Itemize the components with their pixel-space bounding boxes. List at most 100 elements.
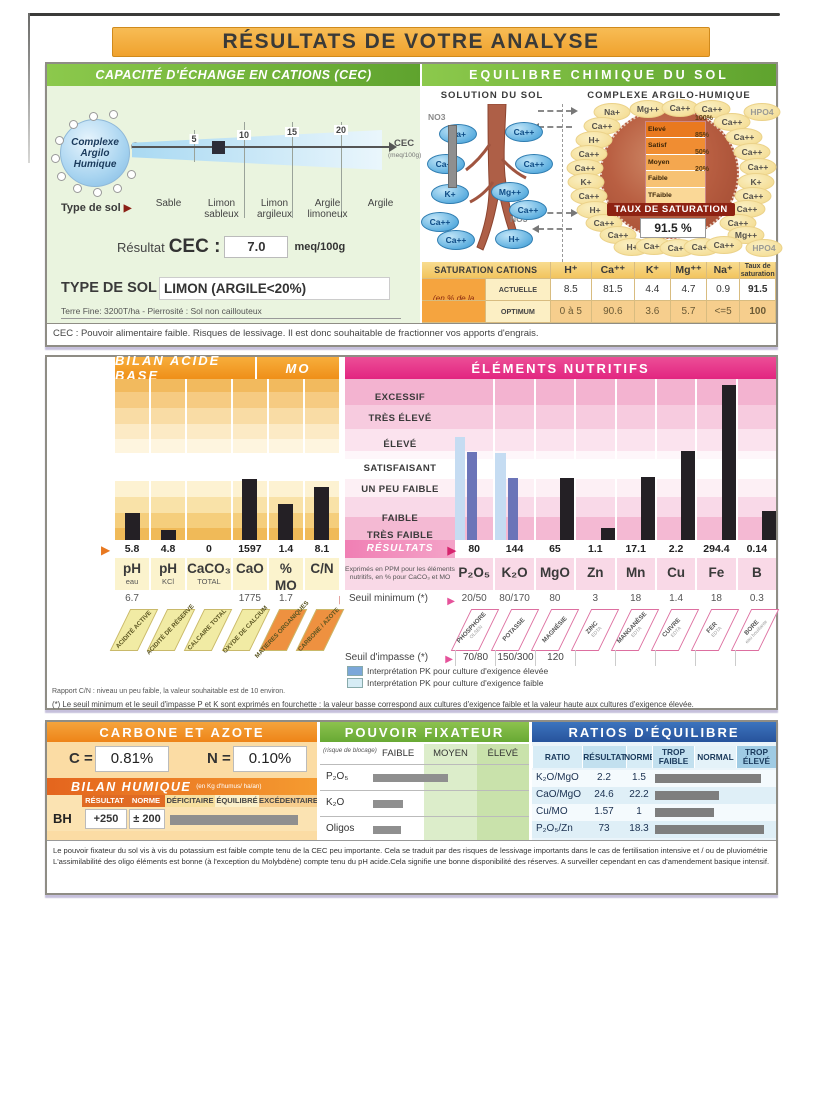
impasse-value: 150/300 (495, 650, 535, 666)
col-k: K⁺ (634, 262, 672, 279)
bh-label: BH (53, 811, 72, 826)
cec-result-value: 7.0 (224, 236, 289, 258)
col-taux: Taux de saturation (740, 262, 776, 279)
tag-label: CARBONE / AZOTE (297, 606, 342, 653)
acid-chart-cell (151, 379, 186, 540)
seuil-impasse-label-cell: Seuil d'impasse (*) ▶ (345, 650, 455, 666)
diagonal-tag: PHOSPHORE OLSEN (450, 608, 500, 652)
nutrient-seuil-value: 18 (616, 590, 655, 608)
cec-result-row: Résultat CEC : 7.0 meq/100g (117, 236, 345, 258)
ratios-row: CaO/MgO 24.6 22.2 (532, 787, 776, 804)
level-label: TRÈS ÉLEVÉ (368, 413, 432, 424)
nutrient-label: Mn (625, 565, 646, 580)
saturation-cations-table: SATURATION CATIONS H⁺ Ca⁺⁺ K⁺ Mg⁺⁺ Na⁺ T… (422, 262, 776, 323)
gauge-percent: 50% (695, 149, 710, 156)
tag-label: CALCAIRE TOTAL (186, 607, 229, 652)
nutrient-bar (721, 385, 736, 540)
cec-tick-label: 10 (236, 130, 252, 140)
legend-swatch-icon (347, 678, 363, 688)
n-label: N = (207, 750, 231, 767)
col-ca: Ca⁺⁺ (592, 262, 635, 279)
soil-type-item: Limon sableux (195, 198, 248, 220)
acid-chart-cell (268, 379, 303, 540)
cah-dot (127, 170, 136, 179)
acid-value: 4.8 (151, 540, 186, 558)
nutrient-value: 2.2 (656, 540, 696, 558)
bh-col-label: DÉFICITAIRE (165, 795, 215, 807)
seuil-impasse-label: Seuil d'impasse (*) (345, 652, 429, 663)
carbone-azote-body: C = 0.81% N = 0.10% BILAN HUMIQUE (en Kg… (47, 742, 317, 840)
acid-seuil-value (304, 590, 339, 608)
complex-ion: HPO4 (745, 239, 783, 257)
nutrient-column: 65 MgO 80 (533, 379, 575, 608)
acid-bar (160, 530, 176, 540)
acid-seuil-value: 1775 (232, 590, 267, 608)
ratios-col-label: RATIO (532, 746, 582, 768)
bilan-acide-base-header: BILAN ACIDE BASE (115, 353, 255, 383)
legend-item: Interprétation PK pour culture d'exigenc… (347, 678, 548, 688)
type-sol-title: TYPE DE SOL : (61, 280, 166, 296)
nutrient-value: 0.14 (737, 540, 776, 558)
ratio-norme: 18.3 (629, 823, 649, 834)
page-title: RÉSULTATS DE VOTRE ANALYSE (222, 30, 600, 53)
diagonal-tag: CARBONE / AZOTE (296, 606, 345, 653)
scan-edge-left (28, 13, 30, 163)
soil-type-line1: Argile (367, 198, 394, 209)
cec-gridline-15 (292, 122, 293, 218)
nutrient-seuil-value: 80/170 (495, 590, 534, 608)
nutrient-column: 294.4 Fe 18 (695, 379, 736, 608)
tag-label: BORE eau bouillante (743, 618, 769, 645)
impasse-value (655, 650, 695, 666)
complexe-argilo-humique-title: COMPLEXE ARGILO-HUMIQUE (587, 89, 751, 101)
scan-edge-top (28, 13, 780, 16)
nutrient-label: Fe (708, 565, 725, 580)
rapport-cn-note: Rapport C/N : niveau un peu faible, la v… (52, 688, 286, 695)
pouvoir-fixateur-body: (risque de blocage) FAIBLE MOYEN ÉLEVÉ P… (320, 742, 529, 840)
diagonal-tag: MAGNÉSIE (530, 608, 580, 652)
soil-type-line2: limoneux (307, 209, 348, 220)
cah-dot (69, 120, 78, 129)
cec-gridline-10 (244, 122, 245, 218)
nutrient-columns: 80 P₂O₅ 20/50 144 K₂O 80/170 (455, 379, 776, 608)
level-label: UN PEU FAIBLE (361, 484, 439, 495)
taux-saturation-band: TAUX DE SATURATION (607, 203, 735, 216)
bilan-humique-cols: RÉSULTAT NORME DÉFICITAIRE ÉQUILIBRÉ EXCÉDEN… (47, 795, 317, 807)
acid-label: CaO (235, 561, 264, 576)
tag-label: ACIDITÉ ACTIVE (113, 609, 153, 650)
ratio-norme: 22.2 (629, 789, 649, 800)
bh-col-label: ÉQUILIBRÉ (215, 795, 259, 807)
nutrient-label: B (751, 565, 762, 580)
complex-ion: Ca++ (661, 99, 699, 117)
ratios-body: RATIO RÉSULTAT NORME TROP FAIBLE NORMAL TROP … (532, 742, 776, 840)
resultats-band: RÉSULTATS ▶ (345, 540, 456, 558)
n-value: 0.10% (233, 746, 307, 772)
ratios-row: Cu/MO 1.57 1 (532, 804, 776, 821)
pk-low-bar (507, 478, 518, 540)
actuelle-na: 0.9 (706, 279, 741, 301)
cec-section-header: CAPACITÉ D'ÉCHANGE EN CATIONS (CEC) (47, 64, 420, 86)
soil-type-line1: Argile (314, 198, 341, 209)
pk-high-bar (495, 453, 506, 540)
fixateur-bar (373, 800, 403, 808)
actuelle-h: 8.5 (550, 279, 593, 301)
bh-col-label (47, 795, 82, 807)
solution-ion: Ca++ (515, 154, 553, 174)
fixateur-row-label: K₂O (326, 797, 345, 808)
actuelle-taux: 91.5 (740, 279, 776, 301)
nutrient-label: P₂O₅ (458, 565, 491, 580)
col-na: Na⁺ (706, 262, 741, 279)
level-label: ÉLEVÉ (383, 439, 417, 450)
soil-type-item: Argile limoneux (301, 198, 354, 220)
zone-eleve (477, 744, 529, 840)
ratio-norme: 1.5 (632, 772, 646, 783)
sat-sub-label: (en % de la CEC) (422, 279, 487, 301)
panel-bas: CARBONE ET AZOTE C = 0.81% N = 0.10% BIL… (45, 720, 778, 895)
nutrient-seuil-value: 1.4 (656, 590, 696, 608)
equilibre-section-header: EQUILIBRE CHIMIQUE DU SOL (422, 64, 776, 86)
complex-ion: Ca++ (705, 236, 743, 254)
soil-type-line1: Sable (155, 198, 182, 209)
impasse-value (615, 650, 655, 666)
ratio-bar (655, 825, 764, 834)
exchange-arrow-right-icon (538, 209, 578, 217)
bh-bar (170, 815, 298, 825)
